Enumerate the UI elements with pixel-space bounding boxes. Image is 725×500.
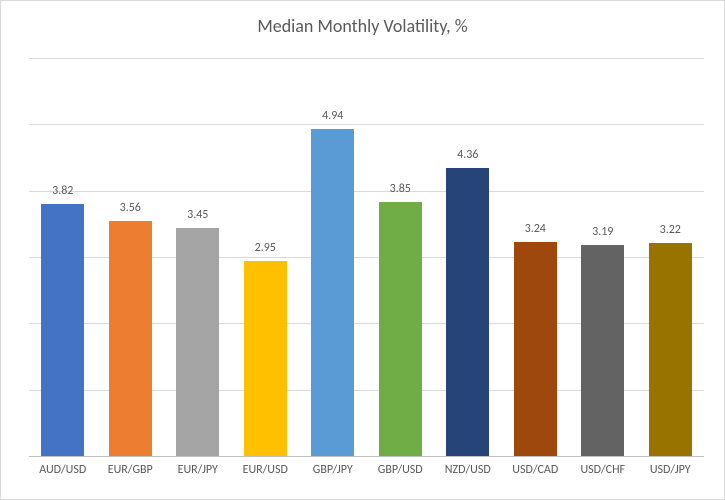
volatility-bar-chart: Median Monthly Volatility, % 3.82 3.56 3.4…	[0, 0, 725, 500]
x-axis-label: USD/CHF	[569, 463, 637, 487]
x-axis-label: EUR/GBP	[97, 463, 165, 487]
x-axis-label: AUD/USD	[29, 463, 97, 487]
bar-value-label: 3.85	[390, 182, 411, 196]
chart-title: Median Monthly Volatility, %	[1, 15, 724, 37]
bar-value-label: 3.45	[187, 208, 208, 222]
bar-value-label: 3.22	[660, 223, 681, 237]
bar-slot: 3.19	[569, 59, 637, 457]
x-axis-label: NZD/USD	[434, 463, 502, 487]
bar-slot: 3.82	[29, 59, 97, 457]
bar	[581, 245, 624, 457]
x-axis-label: EUR/USD	[232, 463, 300, 487]
bar-slot: 4.94	[299, 59, 367, 457]
bar	[244, 261, 287, 457]
bar-slot: 3.56	[97, 59, 165, 457]
x-axis-label: EUR/JPY	[164, 463, 232, 487]
bar	[311, 129, 354, 457]
bar-value-label: 4.94	[322, 109, 343, 123]
bar-slot: 3.85	[367, 59, 435, 457]
bar-slot: 2.95	[232, 59, 300, 457]
bar-value-label: 3.82	[52, 184, 73, 198]
x-axis-label: GBP/USD	[367, 463, 435, 487]
bar-value-label: 2.95	[255, 241, 276, 255]
bar-value-label: 3.56	[120, 201, 141, 215]
bar	[379, 202, 422, 457]
bar-slot: 4.36	[434, 59, 502, 457]
x-axis-baseline	[29, 456, 704, 457]
bar-slot: 3.24	[502, 59, 570, 457]
bar	[514, 242, 557, 457]
x-axis-label: USD/CAD	[502, 463, 570, 487]
bar	[649, 243, 692, 457]
bar-value-label: 3.19	[592, 225, 613, 239]
x-axis-labels: AUD/USDEUR/GBPEUR/JPYEUR/USDGBP/JPYGBP/U…	[29, 463, 704, 487]
bar-slot: 3.45	[164, 59, 232, 457]
x-axis-label: USD/JPY	[637, 463, 705, 487]
bar	[41, 204, 84, 457]
bar	[176, 228, 219, 457]
bar	[109, 221, 152, 457]
bar	[446, 168, 489, 457]
bar-value-label: 4.36	[457, 148, 478, 162]
plot-area: 3.82 3.56 3.45 2.95 4.94 3.85 4.36 3.24 3.19 3.22	[29, 59, 704, 457]
x-axis-label: GBP/JPY	[299, 463, 367, 487]
bar-slot: 3.22	[637, 59, 705, 457]
bar-value-label: 3.24	[525, 222, 546, 236]
bars-group: 3.82 3.56 3.45 2.95 4.94 3.85 4.36 3.24 3.19 3.22	[29, 59, 704, 457]
